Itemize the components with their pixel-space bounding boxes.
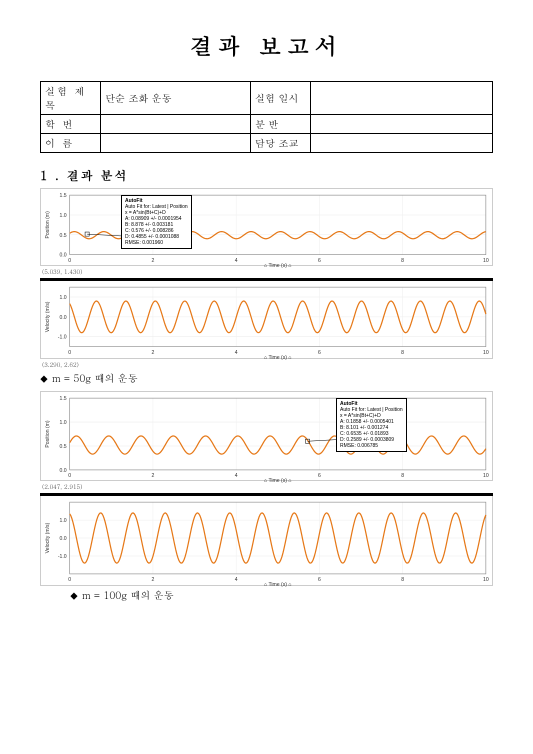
svg-text:Velocity (m/s): Velocity (m/s): [45, 301, 51, 332]
svg-text:0.0: 0.0: [60, 468, 67, 474]
svg-text:Velocity (m/s): Velocity (m/s): [45, 522, 51, 553]
svg-text:-1.0: -1.0: [58, 554, 67, 560]
svg-text:4: 4: [235, 577, 238, 583]
meta-label: 이 름: [41, 134, 101, 153]
svg-text:6: 6: [318, 258, 321, 264]
svg-text:1.0: 1.0: [60, 518, 67, 524]
svg-text:Position (m): Position (m): [45, 211, 51, 239]
svg-text:1.5: 1.5: [60, 193, 67, 199]
table-row: 실험 제목 단순 조화 운동 실험 일시: [41, 82, 493, 115]
meta-label: 실험 제목: [41, 82, 101, 115]
meta-value: [101, 134, 251, 153]
cursor-readout: (3.290, 2.62): [42, 360, 493, 369]
fit-tooltip: AutoFitAuto Fit for: Latest | Positionx …: [121, 195, 192, 249]
svg-text:8: 8: [401, 577, 404, 583]
chart-caption: m = 50g 때의 운동: [40, 371, 493, 385]
chart-velocity-50g: -1.0 0.0 1.0 0 2 4 6 8 10 ⌂ Time (s) ⌂ Velocity (m…: [40, 281, 493, 359]
svg-text:0.0: 0.0: [60, 536, 67, 542]
svg-text:6: 6: [318, 350, 321, 356]
svg-text:8: 8: [401, 473, 404, 479]
chart-position-50g: 0.0 0.5 1.0 1.5 0 2 4 6 8 10 ⌂ Time (s) ⌂ Position …: [40, 188, 493, 266]
svg-text:0.0: 0.0: [60, 315, 67, 321]
meta-label: 분 반: [251, 115, 311, 134]
svg-text:10: 10: [483, 577, 489, 583]
svg-text:1.0: 1.0: [60, 213, 67, 219]
meta-value: [101, 115, 251, 134]
svg-text:6: 6: [318, 577, 321, 583]
svg-text:8: 8: [401, 350, 404, 356]
meta-label: 담당 조교: [251, 134, 311, 153]
svg-text:⌂ Time (s) ⌂: ⌂ Time (s) ⌂: [264, 263, 291, 269]
meta-table: 실험 제목 단순 조화 운동 실험 일시 학 번 분 반 이 름 담당 조교: [40, 81, 493, 153]
svg-text:4: 4: [235, 258, 238, 264]
svg-text:-1.0: -1.0: [58, 335, 67, 341]
svg-text:2: 2: [152, 258, 155, 264]
table-row: 이 름 담당 조교: [41, 134, 493, 153]
meta-label: 실험 일시: [251, 82, 311, 115]
svg-text:⌂ Time (s) ⌂: ⌂ Time (s) ⌂: [264, 582, 291, 588]
chart-velocity-100g: -1.0 0.0 1.0 0 2 4 6 8 10 ⌂ Time (s) ⌂ Velocity (m…: [40, 496, 493, 586]
svg-text:4: 4: [235, 350, 238, 356]
meta-value: [311, 115, 493, 134]
svg-text:4: 4: [235, 473, 238, 479]
chart-caption: m = 100g 때의 운동: [70, 588, 493, 602]
chart-position-100g: 0.0 0.5 1.0 1.5 0 2 4 6 8 10 ⌂ Time (s) ⌂ Position …: [40, 391, 493, 481]
svg-text:0: 0: [68, 577, 71, 583]
svg-text:1.0: 1.0: [60, 295, 67, 301]
svg-text:0: 0: [68, 258, 71, 264]
svg-text:8: 8: [401, 258, 404, 264]
svg-text:⌂ Time (s) ⌂: ⌂ Time (s) ⌂: [264, 478, 291, 484]
svg-text:1.5: 1.5: [60, 396, 67, 402]
report-page: 결과 보고서 실험 제목 단순 조화 운동 실험 일시 학 번 분 반 이 름 …: [0, 0, 533, 754]
svg-text:2: 2: [152, 577, 155, 583]
svg-text:Position (m): Position (m): [45, 420, 51, 448]
svg-text:10: 10: [483, 258, 489, 264]
svg-text:2: 2: [152, 350, 155, 356]
section-heading: 1 . 결과 분석: [40, 167, 493, 184]
svg-text:0: 0: [68, 473, 71, 479]
svg-text:2: 2: [152, 473, 155, 479]
meta-value: [311, 82, 493, 115]
svg-text:0.0: 0.0: [60, 253, 67, 259]
svg-text:1.0: 1.0: [60, 420, 67, 426]
meta-value: 단순 조화 운동: [101, 82, 251, 115]
table-row: 학 번 분 반: [41, 115, 493, 134]
page-title: 결과 보고서: [40, 30, 493, 61]
svg-text:10: 10: [483, 350, 489, 356]
svg-text:0.5: 0.5: [60, 444, 67, 450]
fit-tooltip: AutoFitAuto Fit for: Latest | Positionx …: [336, 398, 407, 452]
svg-text:0.5: 0.5: [60, 233, 67, 239]
svg-text:6: 6: [318, 473, 321, 479]
meta-label: 학 번: [41, 115, 101, 134]
meta-value: [311, 134, 493, 153]
svg-text:0: 0: [68, 350, 71, 356]
svg-text:10: 10: [483, 473, 489, 479]
svg-text:⌂ Time (s) ⌂: ⌂ Time (s) ⌂: [264, 355, 291, 361]
